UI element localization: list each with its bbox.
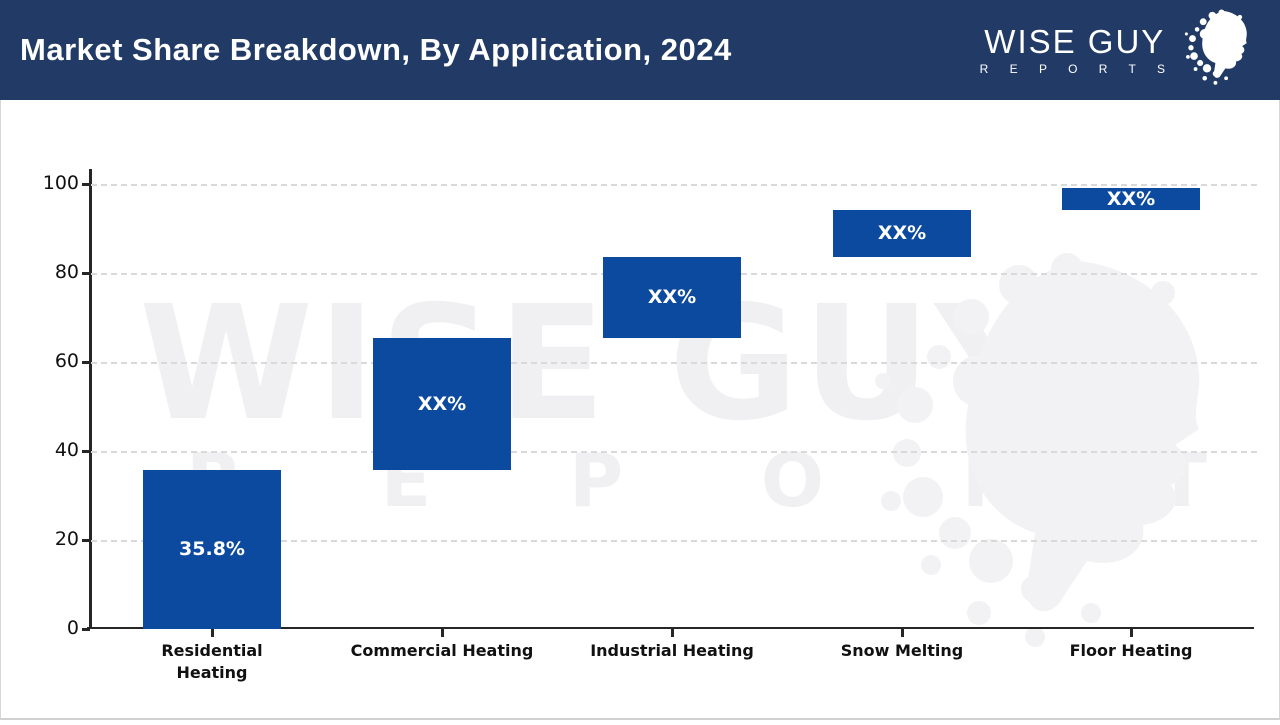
brand-subtext: R E P O R T S	[979, 61, 1174, 76]
bar-segment: 35.8%	[143, 469, 281, 629]
x-category-label: Snow Melting	[840, 641, 964, 660]
y-tick-label: 60	[54, 350, 79, 372]
brand-logo: WISE GUY R E P O R T S	[976, 8, 1262, 92]
y-tick-label: 20	[54, 528, 79, 550]
page-title: Market Share Breakdown, By Application, …	[20, 32, 732, 67]
y-gridline	[91, 451, 1257, 453]
dotted-head-logo-icon	[1178, 8, 1262, 92]
y-tick	[82, 183, 90, 186]
y-tick-label: 0	[66, 617, 79, 639]
x-tick	[211, 629, 214, 637]
y-axis-line	[89, 169, 92, 629]
x-category-label: Commercial Heating	[350, 641, 534, 660]
y-tick-label: 40	[54, 439, 79, 461]
x-category-label: Residential Heating	[161, 641, 263, 682]
y-gridline	[91, 184, 1257, 186]
x-axis-line	[87, 626, 1254, 629]
bar-segment: XX%	[1062, 187, 1200, 210]
brand-wordmark: WISE GUY	[984, 22, 1166, 60]
x-category-label: Floor Heating	[1069, 641, 1193, 660]
bar-value-label: 35.8%	[179, 538, 245, 561]
x-category-label: Industrial Heating	[590, 641, 754, 660]
y-tick	[82, 361, 90, 364]
bar-value-label: XX%	[877, 222, 927, 245]
x-tick	[441, 629, 444, 637]
y-tick	[82, 450, 90, 453]
bar-value-label: XX%	[1106, 187, 1156, 210]
y-gridline	[91, 362, 1257, 364]
bar-segment: XX%	[833, 209, 971, 257]
bar-value-label: XX%	[647, 286, 697, 309]
x-tick	[901, 629, 904, 637]
bar-value-label: XX%	[417, 393, 467, 416]
y-gridline	[91, 540, 1257, 542]
y-tick-label: 80	[54, 261, 79, 283]
header-bar: Market Share Breakdown, By Application, …	[0, 0, 1280, 100]
y-tick	[82, 539, 90, 542]
x-tick	[1130, 629, 1133, 637]
bar-segment: XX%	[373, 338, 511, 470]
watermark-wordmark: WISE GUY	[139, 272, 1054, 456]
y-tick	[82, 628, 90, 631]
chart-area: WISE GUY R E P O R T S 02040608010035.8%…	[0, 100, 1280, 720]
x-tick	[671, 629, 674, 637]
y-tick	[82, 272, 90, 275]
y-tick-label: 100	[42, 172, 79, 194]
brand-logo-text: WISE GUY R E P O R T S	[976, 25, 1174, 76]
bar-segment: XX%	[603, 256, 741, 339]
